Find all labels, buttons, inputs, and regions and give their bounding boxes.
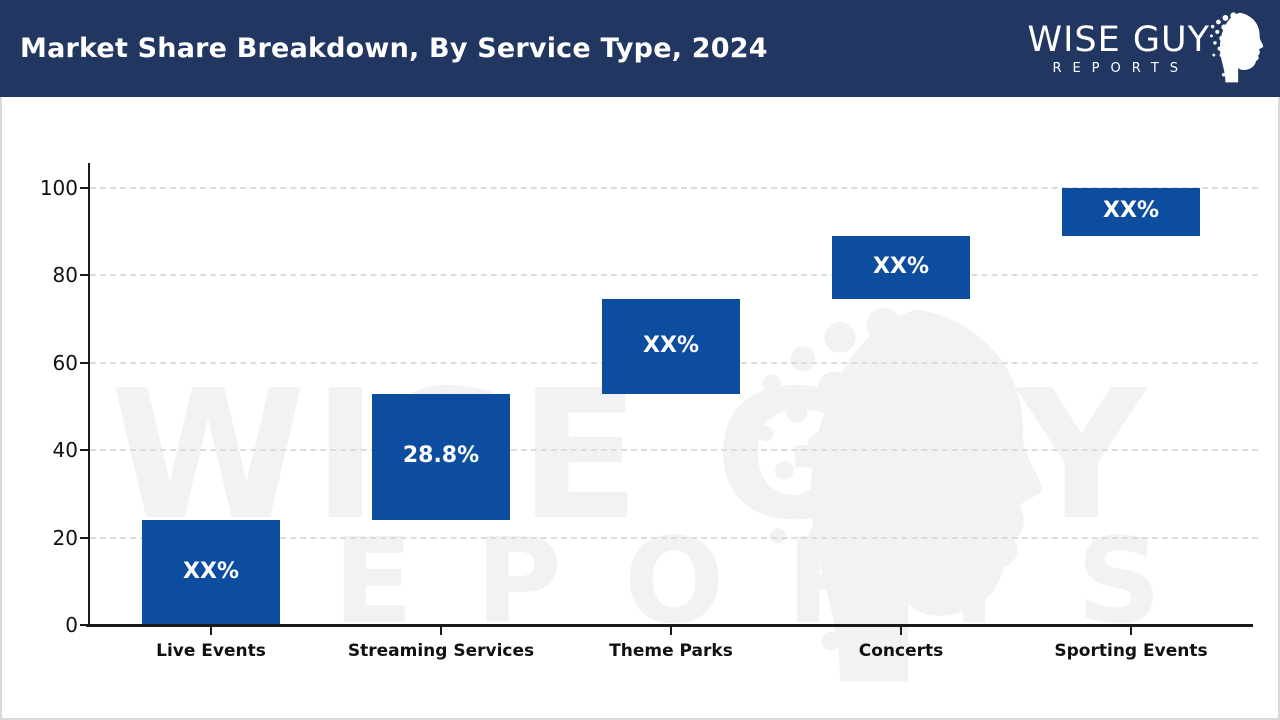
bar-concerts (832, 236, 970, 300)
brand-name: WISE GUY (1027, 20, 1210, 60)
x-axis-tick (440, 627, 442, 635)
y-axis-tick (80, 536, 88, 539)
bar-value-label-streaming-services: 28.8% (402, 443, 480, 468)
x-axis-line (86, 624, 1253, 627)
page-title: Market Share Breakdown, By Service Type,… (20, 33, 768, 64)
x-axis-label-streaming-services: Streaming Services (347, 641, 535, 661)
x-axis-label-sporting-events: Sporting Events (1054, 641, 1208, 661)
bar-value-label-sporting-events: XX% (1103, 197, 1159, 223)
y-axis-line (88, 163, 90, 627)
y-axis-tick (80, 274, 88, 276)
brand-logo: WISE GUY REPORTS (1006, 6, 1266, 92)
y-axis-tick-label: 80 (52, 263, 78, 287)
x-axis-label-live-events: Live Events (156, 641, 266, 661)
y-axis-tick (80, 449, 88, 451)
y-axis-tick-label: 60 (52, 350, 78, 375)
brand-logo-text: WISE GUY REPORTS (1027, 22, 1210, 76)
gridline-20 (90, 536, 1258, 539)
bar-value-label-live-events: XX% (183, 558, 239, 584)
y-axis-tick (80, 624, 88, 626)
bar-value-label-theme-parks: XX% (643, 332, 699, 358)
bar-theme-parks (602, 299, 740, 394)
bar-sporting-events (1062, 187, 1200, 237)
gridline-80 (90, 274, 1258, 276)
gridline-40 (90, 449, 1258, 451)
x-axis-tick (1130, 627, 1132, 635)
header-bar: Market Share Breakdown, By Service Type,… (0, 0, 1280, 97)
y-axis-tick-label: 20 (52, 525, 78, 550)
brand-subtitle: REPORTS (1052, 61, 1190, 76)
bar-live-events (142, 520, 280, 625)
y-axis-tick (80, 186, 88, 189)
y-axis-tick-label: 100 (39, 175, 78, 200)
x-axis-tick (900, 627, 902, 635)
x-axis-label-concerts: Concerts (858, 641, 944, 661)
x-axis-tick (210, 627, 212, 635)
y-axis-tick (80, 361, 88, 364)
bar-streaming-services (372, 394, 510, 520)
x-axis-label-theme-parks: Theme Parks (609, 641, 733, 661)
wiseguy-face-icon (1210, 12, 1264, 83)
x-axis-tick (670, 627, 672, 635)
gridline-100 (90, 186, 1258, 189)
y-axis-tick-label: 40 (52, 438, 78, 462)
y-axis-tick-label: 0 (65, 613, 78, 637)
bar-value-label-concerts: XX% (873, 253, 929, 279)
